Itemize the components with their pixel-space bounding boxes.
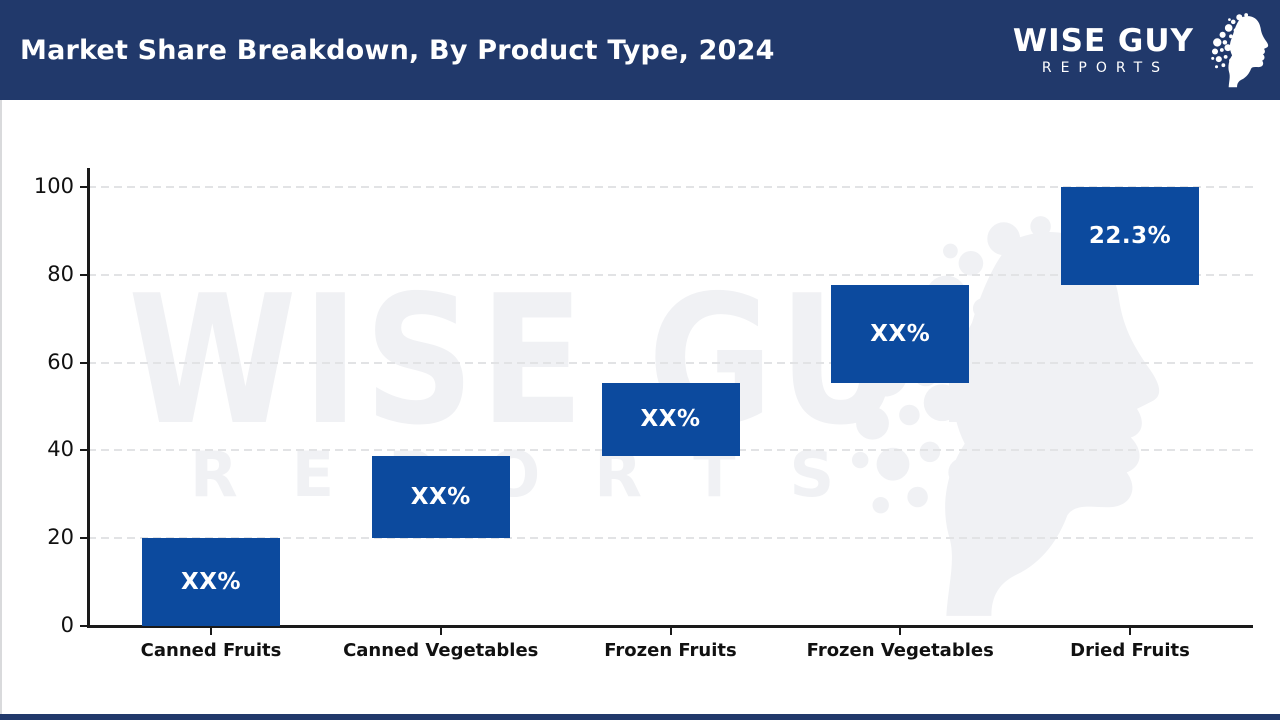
x-category-label: Canned Fruits <box>140 640 282 661</box>
x-axis-tick <box>899 628 902 635</box>
y-tick-label: 0 <box>60 613 74 637</box>
y-tick-label: 100 <box>33 174 74 198</box>
y-axis-tick <box>80 537 88 540</box>
x-axis <box>87 625 1253 628</box>
y-axis-tick <box>80 186 88 188</box>
y-tick-label: 20 <box>47 525 74 550</box>
page-left-edge-line <box>0 100 2 720</box>
bar: 22.3% <box>1061 187 1199 285</box>
footer-accent-bar <box>0 714 1280 720</box>
bar-value-label: XX% <box>410 484 471 511</box>
gridline <box>88 361 1253 364</box>
wiseguy-logo: WISE GUY REPORTS <box>1013 0 1272 100</box>
bar-value-label: 22.3% <box>1088 222 1172 249</box>
y-axis-tick <box>80 625 88 627</box>
logo-wordmark: WISE GUY <box>1012 22 1194 59</box>
x-category-label: Canned Vegetables <box>343 640 539 661</box>
bar: XX% <box>371 456 510 539</box>
y-tick-label: 60 <box>47 349 74 374</box>
y-tick-label: 40 <box>47 437 74 462</box>
bar-value-label: XX% <box>640 406 701 433</box>
wiseguy-head-icon <box>1211 13 1269 88</box>
bar: XX% <box>831 284 970 383</box>
x-axis-tick <box>210 628 212 635</box>
x-category-label: Dried Fruits <box>1070 640 1190 661</box>
header-bar: Market Share Breakdown, By Product Type,… <box>0 0 1280 100</box>
y-tick-label: 80 <box>47 261 74 286</box>
x-category-label: Frozen Vegetables <box>806 640 994 661</box>
bar-value-label: XX% <box>180 569 241 596</box>
x-axis-tick <box>439 628 442 635</box>
bar: XX% <box>142 538 280 626</box>
page-title: Market Share Breakdown, By Product Type,… <box>20 34 775 66</box>
y-axis-tick <box>80 361 88 364</box>
gridline <box>88 186 1253 188</box>
bar-value-label: XX% <box>870 320 931 347</box>
logo-subtitle: REPORTS <box>1041 59 1170 76</box>
x-axis-tick <box>1129 628 1131 635</box>
wiseguy-logo-text: WISE GUY REPORTS <box>1012 22 1194 76</box>
y-axis-tick <box>80 449 88 452</box>
x-axis-tick <box>669 628 672 635</box>
gridline <box>88 273 1253 276</box>
y-axis <box>87 168 90 628</box>
bar: XX% <box>601 382 740 457</box>
y-axis-tick <box>80 273 88 276</box>
gridline <box>88 537 1253 540</box>
x-category-label: Frozen Fruits <box>604 640 737 661</box>
